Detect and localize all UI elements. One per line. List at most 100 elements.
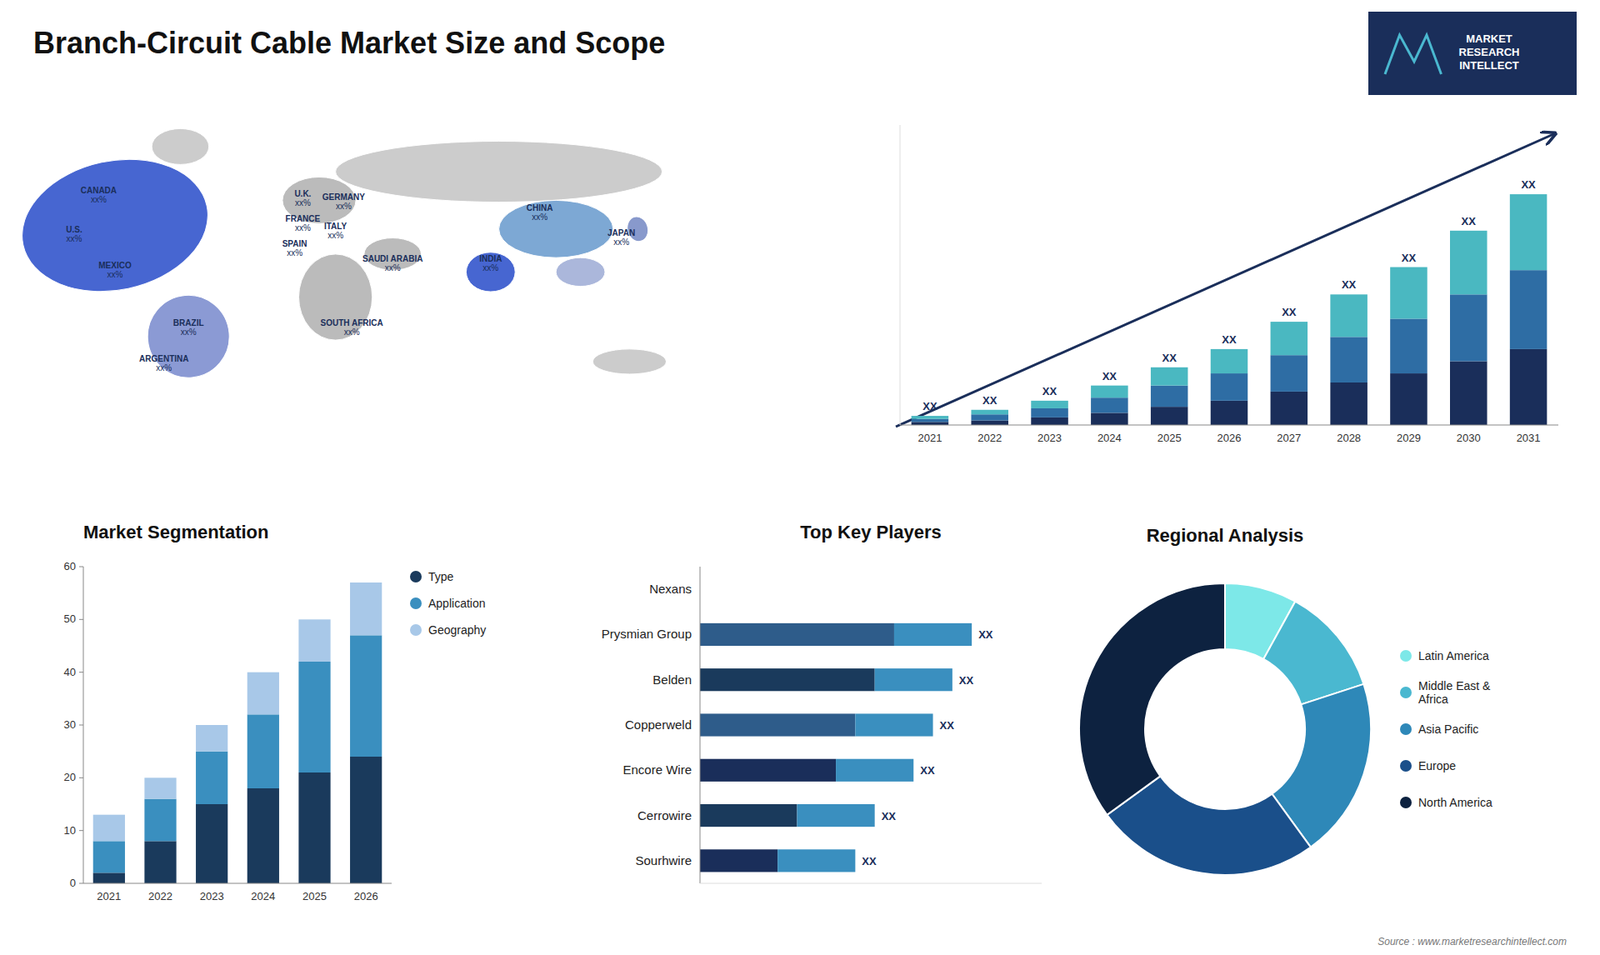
logo-text: INTELLECT [1459,59,1520,72]
x-tick-label: 2023 [1037,431,1062,445]
map-label: ARGENTINA [139,354,189,364]
bar-segment [700,623,895,646]
map-region [335,140,663,202]
map-label: SPAIN [282,239,308,249]
x-axis [900,425,1559,426]
map-value: xx% [286,248,303,258]
map-region [151,128,210,165]
bar-segment [700,713,855,736]
bar-segment [1330,336,1368,383]
legend-label: Europe [1418,759,1456,773]
legend-label: Asia Pacific [1418,722,1479,736]
x-tick-label: 2025 [1157,431,1182,445]
bar-segment [1150,367,1189,386]
map-value: xx% [482,263,499,273]
bar-segment [911,419,950,423]
bar-segment [1330,294,1368,337]
bar-label: XX [1520,178,1536,191]
y-tick-label: 60 [64,560,76,573]
legend-label: Middle East &Africa [1418,679,1491,707]
bar-segment [970,410,1009,415]
y-tick-label: Cerrowire [637,808,692,823]
bar-segment [970,420,1009,425]
bar-segment [855,713,933,736]
y-tick [79,619,84,620]
bar-label: XX [1221,333,1237,346]
map-label: U.K. [294,189,311,199]
x-tick-label: 2027 [1276,431,1301,445]
bar-segment [1330,382,1368,425]
y-tick [79,830,84,831]
y-tick-label: Sourhwire [635,853,692,868]
donut-slice [1079,583,1225,815]
map-label: ITALY [324,221,348,231]
map-label: INDIA [479,254,502,264]
bar-segment [1390,318,1428,374]
map-value: xx% [613,237,630,247]
bar-segment [144,777,176,799]
bar-segment [144,840,176,884]
plot-marks [93,582,383,884]
bar-segment [911,415,950,420]
y-tick [79,883,84,885]
bar-label: XX [1102,370,1118,383]
map-region [465,252,515,292]
bar-segment [298,772,330,884]
text-line: Africa [1418,692,1449,706]
y-tick-label: 50 [64,612,76,625]
y-axis [900,125,901,425]
legend-marker [410,624,422,636]
logo: MARKETRESEARCHINTELLECT [1368,11,1577,95]
bar-segment [835,759,914,782]
legend-label: Latin America [1418,649,1490,663]
x-tick-label: 2021 [96,890,121,903]
bar-label: XX [1401,251,1417,265]
bar-segment [1150,406,1189,425]
x-tick-label: 2024 [250,890,275,903]
map-value: xx% [107,270,124,280]
bar-segment [195,751,228,805]
bar-segment [700,759,836,782]
x-tick-label: 2023 [200,890,225,903]
bar-segment [1270,355,1309,392]
legend-marker [1400,723,1412,735]
bar-segment [195,804,228,884]
map-value: xx% [295,223,311,233]
y-tick-label: Encore Wire [622,762,692,777]
y-tick [79,671,84,673]
bar-segment [195,725,228,752]
legend-label: North America [1418,795,1493,810]
bar-segment [1450,230,1488,295]
bar-label: XX [982,394,998,407]
main-title: Branch-Circuit Cable Market Size and Sco… [33,25,665,60]
bar-segment [93,872,125,884]
y-tick-label: Belden [652,672,692,687]
bar-segment [298,661,330,773]
map-label: JAPAN [607,228,635,238]
map-region [499,200,614,258]
bar-segment [1210,400,1249,425]
y-tick-label: 30 [64,718,76,731]
logo-text: MARKET [1465,32,1513,45]
y-tick-label: 40 [64,665,76,679]
map-value: xx% [385,263,401,273]
map-value: xx% [90,195,107,205]
x-tick-label: 2029 [1396,431,1421,445]
x-tick-label: 2030 [1456,431,1481,445]
bar-segment [1090,385,1129,399]
bar-segment [777,849,855,872]
bar-segment [1030,417,1069,425]
legend-label: Application [428,596,486,610]
chart-title: Market Segmentation [83,521,270,543]
map-region [555,257,605,286]
map-label: MEXICO [98,260,132,270]
map: CANADAxx%U.S.xx%MEXICOxx%BRAZILxx%ARGENT… [10,128,667,381]
x-axis [83,883,392,885]
bar-segment [93,815,125,842]
bar-label: XX [920,764,935,777]
map-label: U.S. [65,225,83,235]
map-region [10,142,221,308]
y-tick [79,566,84,568]
bar-segment [1510,270,1548,350]
trend-arrow [895,133,1555,427]
